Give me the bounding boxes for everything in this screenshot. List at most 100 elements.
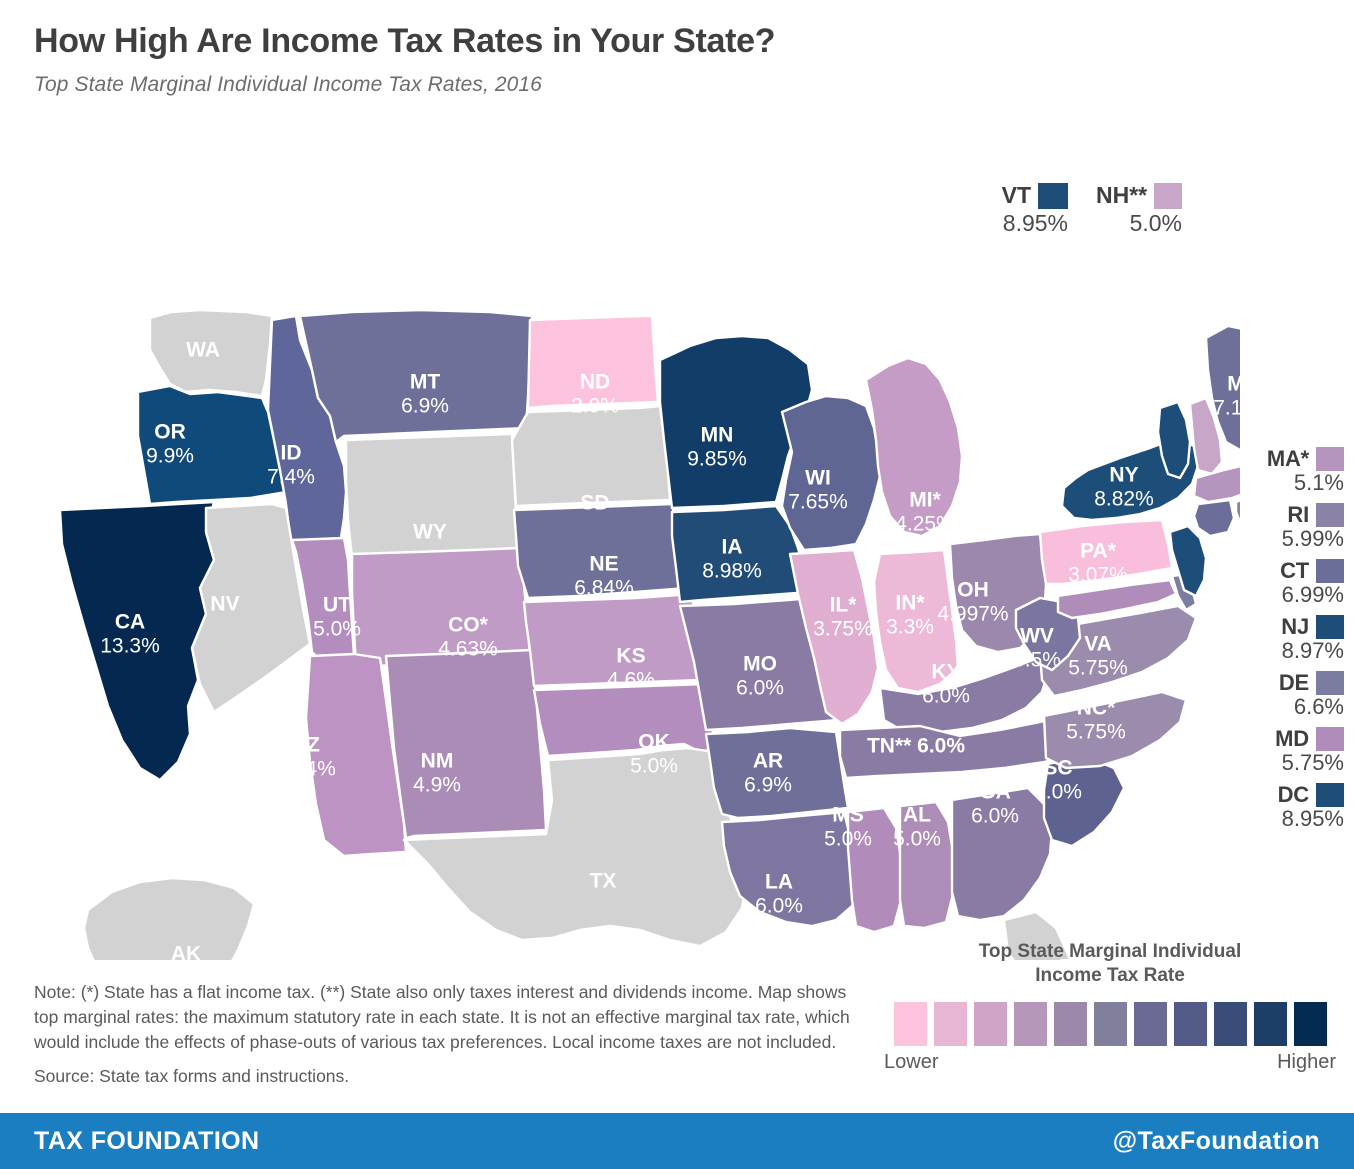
legend-abbr: MD [1275, 726, 1309, 751]
state-sd [510, 404, 672, 508]
scale-title: Top State Marginal Individual Income Tax… [880, 940, 1340, 988]
state-ks [522, 592, 704, 688]
state-al [898, 800, 956, 930]
state-ok [532, 682, 718, 758]
scale-swatch-0 [893, 1001, 927, 1046]
callout-nh-rate: 5.0% [1129, 210, 1182, 236]
callout-nh-abbr: NH** [1096, 182, 1148, 208]
scale-swatch-2 [973, 1001, 1007, 1046]
state-vt [1156, 400, 1192, 480]
callout-vt-swatch [1038, 182, 1068, 209]
state-nj [1168, 524, 1208, 598]
scale-swatch-7 [1173, 1001, 1207, 1046]
legend-swatch [1316, 671, 1344, 695]
legend-item-nj: NJ 8.97% [1226, 614, 1344, 664]
state-md [1056, 578, 1178, 620]
scale-swatch-3 [1013, 1001, 1047, 1046]
scale-swatch-6 [1133, 1001, 1167, 1046]
legend-abbr: RI [1287, 502, 1309, 527]
note-text: Note: (*) State has a flat income tax. (… [34, 982, 850, 1052]
state-la [720, 810, 862, 928]
state-nh [1188, 396, 1224, 476]
legend-abbr: CT [1280, 558, 1309, 583]
state-ne [512, 502, 690, 600]
legend-rate: 5.1% [1293, 470, 1344, 495]
footer-brand: TAX FOUNDATION [34, 1126, 260, 1155]
small-states-legend: MA* 5.1% RI 5.99% CT 6.99% NJ 8.97% DE 6.6% MD 5.75… [1226, 446, 1344, 838]
state-sc [1042, 754, 1126, 848]
legend-rate: 6.99% [1281, 582, 1344, 607]
state-az [304, 652, 408, 858]
state-nm [384, 648, 548, 840]
state-ar [704, 726, 850, 820]
scale-swatch-4 [1053, 1001, 1087, 1046]
legend-item-md: MD 5.75% [1226, 726, 1344, 776]
scale-swatch-5 [1093, 1001, 1127, 1046]
legend-rate: 8.97% [1281, 638, 1344, 663]
callout-vt-abbr: VT [1001, 182, 1031, 208]
note-block: Note: (*) State has a flat income tax. (… [34, 980, 854, 1087]
footer-handle[interactable]: @TaxFoundation [1112, 1126, 1320, 1155]
legend-rate: 6.6% [1293, 694, 1344, 719]
legend-swatch [1316, 783, 1344, 807]
scale-swatch-10 [1293, 1001, 1327, 1046]
legend-rate: 5.75% [1281, 750, 1344, 775]
scale-lower-label: Lower [884, 1050, 939, 1073]
legend-abbr: NJ [1281, 614, 1309, 639]
scale-title-line2: Income Tax Rate [1035, 964, 1185, 986]
state-wy [344, 432, 520, 560]
state-fl [1002, 910, 1072, 960]
state-me [1204, 324, 1240, 452]
legend-item-de: DE 6.6% [1226, 670, 1344, 720]
state-ma [1192, 465, 1240, 504]
legend-abbr: DE [1278, 670, 1309, 695]
footer-bar: TAX FOUNDATION @TaxFoundation [0, 1113, 1354, 1169]
legend-item-ri: RI 5.99% [1226, 502, 1344, 552]
state-wi [780, 394, 882, 552]
state-wv [1014, 596, 1082, 672]
state-nd [526, 314, 660, 410]
scale-swatch-9 [1253, 1001, 1287, 1046]
note-source: Source: State tax forms and instructions… [34, 1065, 350, 1086]
legend-swatch [1316, 559, 1344, 583]
legend-abbr: DC [1277, 782, 1310, 807]
legend-swatch [1316, 727, 1344, 751]
state-or [136, 384, 288, 506]
scale-swatch-8 [1213, 1001, 1247, 1046]
scale-end-labels: Lower Higher [880, 1051, 1340, 1074]
state-nv [190, 502, 312, 714]
state-ct [1192, 498, 1236, 538]
callout-nh-swatch [1154, 182, 1182, 209]
us-choropleth-map: CA 13.3% OR 9.9% WA ID 7.4% MT 6.9% WY NV UT 5.0% AZ 4… [0, 140, 1240, 960]
legend-item-ma: MA* 5.1% [1226, 446, 1344, 496]
state-il [788, 548, 880, 726]
state-ak [82, 876, 256, 960]
state-ri [1234, 499, 1240, 524]
state-mt [298, 308, 534, 444]
page-title: How High Are Income Tax Rates in Your St… [34, 22, 776, 60]
legend-rate: 5.99% [1281, 526, 1344, 551]
scale-swatch-row [880, 1001, 1340, 1046]
legend-swatch [1316, 447, 1344, 471]
legend-swatch [1316, 503, 1344, 527]
state-ga [950, 786, 1054, 922]
state-pa [1038, 518, 1174, 586]
legend-rate: 8.95% [1281, 806, 1344, 831]
callout-vt-rate: 8.95% [1002, 210, 1068, 236]
scale-swatch-1 [933, 1001, 967, 1046]
state-mi [864, 356, 964, 538]
color-scale-legend: Top State Marginal Individual Income Tax… [880, 940, 1340, 1074]
state-ca [58, 500, 216, 782]
legend-item-dc: DC 8.95% [1226, 782, 1344, 832]
header: How High Are Income Tax Rates in Your St… [34, 22, 1234, 97]
state-in [872, 548, 960, 694]
callout-vt: VT 8.95% [990, 182, 1068, 237]
state-wa [148, 308, 274, 398]
legend-item-ct: CT 6.99% [1226, 558, 1344, 608]
scale-higher-label: Higher [1277, 1050, 1336, 1073]
state-co [350, 546, 532, 668]
legend-abbr: MA* [1266, 446, 1309, 471]
state-nc [1042, 690, 1188, 770]
legend-swatch [1316, 615, 1344, 639]
